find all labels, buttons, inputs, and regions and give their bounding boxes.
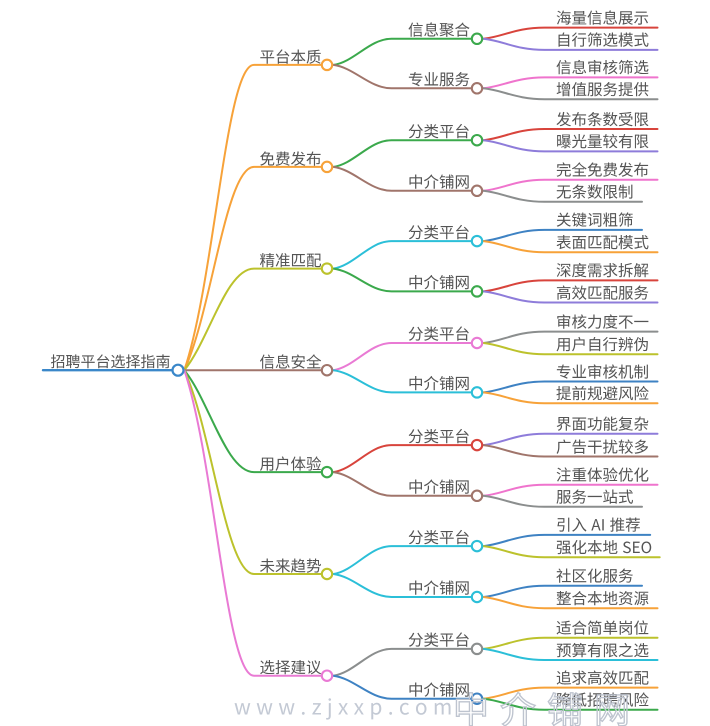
svg-text:预算有限之选: 预算有限之选 (556, 639, 649, 661)
svg-text:表面匹配模式: 表面匹配模式 (556, 231, 649, 253)
svg-text:发布条数受限: 发布条数受限 (556, 108, 649, 130)
svg-text:服务一站式: 服务一站式 (556, 486, 634, 508)
svg-text:用户自行辨伪: 用户自行辨伪 (556, 333, 649, 355)
svg-text:增值服务提供: 增值服务提供 (556, 78, 649, 100)
svg-text:中介铺网: 中介铺网 (408, 476, 470, 498)
svg-text:信息审核筛选: 信息审核筛选 (556, 56, 649, 78)
svg-text:分类平台: 分类平台 (408, 629, 470, 651)
svg-text:www.zjxxp.com: www.zjxxp.com (234, 692, 458, 722)
svg-text:专业审核机制: 专业审核机制 (556, 360, 649, 382)
svg-text:注重体验优化: 注重体验优化 (556, 464, 649, 486)
svg-text:自行筛选模式: 自行筛选模式 (556, 29, 649, 51)
svg-text:信息聚合: 信息聚合 (408, 19, 471, 41)
svg-text:审核力度不一: 审核力度不一 (556, 310, 649, 332)
svg-text:关键词粗筛: 关键词粗筛 (556, 209, 634, 231)
svg-text:分类平台: 分类平台 (408, 120, 470, 142)
svg-text:分类平台: 分类平台 (408, 425, 470, 447)
svg-text:中介铺网: 中介铺网 (453, 682, 641, 726)
svg-text:精准匹配: 精准匹配 (259, 249, 321, 271)
svg-text:高效匹配服务: 高效匹配服务 (556, 281, 649, 303)
svg-text:适合简单岗位: 适合简单岗位 (556, 617, 649, 639)
svg-text:深度需求拆解: 深度需求拆解 (556, 259, 649, 281)
svg-text:降低招聘风险: 降低招聘风险 (556, 689, 650, 711)
svg-text:选择建议: 选择建议 (259, 656, 322, 678)
svg-text:中介铺网: 中介铺网 (408, 372, 470, 394)
svg-text:界面功能复杂: 界面功能复杂 (556, 413, 649, 435)
svg-text:无条数限制: 无条数限制 (556, 181, 634, 203)
svg-text:引入 AI 推荐: 引入 AI 推荐 (556, 514, 641, 536)
svg-text:分类平台: 分类平台 (408, 323, 470, 345)
svg-text:分类平台: 分类平台 (408, 526, 470, 548)
svg-text:中介铺网: 中介铺网 (408, 171, 470, 193)
svg-text:追求高效匹配: 追求高效匹配 (556, 666, 649, 688)
svg-text:海量信息展示: 海量信息展示 (556, 6, 649, 28)
svg-text:平台本质: 平台本质 (259, 45, 321, 67)
svg-text:免费发布: 免费发布 (259, 147, 321, 169)
svg-text:未来趋势: 未来趋势 (259, 554, 321, 576)
svg-text:中介铺网: 中介铺网 (408, 678, 470, 700)
svg-text:用户体验: 用户体验 (259, 453, 322, 475)
svg-text:专业服务: 专业服务 (408, 68, 470, 90)
svg-text:中介铺网: 中介铺网 (408, 577, 470, 599)
svg-text:招聘平台选择指南: 招聘平台选择指南 (50, 351, 170, 372)
svg-text:中介铺网: 中介铺网 (408, 271, 470, 293)
svg-text:分类平台: 分类平台 (408, 221, 470, 243)
svg-text:提前规避风险: 提前规避风险 (556, 382, 650, 404)
svg-text:完全免费发布: 完全免费发布 (556, 159, 649, 181)
svg-text:信息安全: 信息安全 (259, 351, 322, 373)
svg-text:强化本地 SEO: 强化本地 SEO (556, 536, 652, 558)
svg-text:曝光量较有限: 曝光量较有限 (556, 130, 649, 152)
svg-text:整合本地资源: 整合本地资源 (556, 587, 649, 609)
svg-text:广告干扰较多: 广告干扰较多 (556, 435, 649, 457)
svg-text:社区化服务: 社区化服务 (556, 565, 634, 587)
